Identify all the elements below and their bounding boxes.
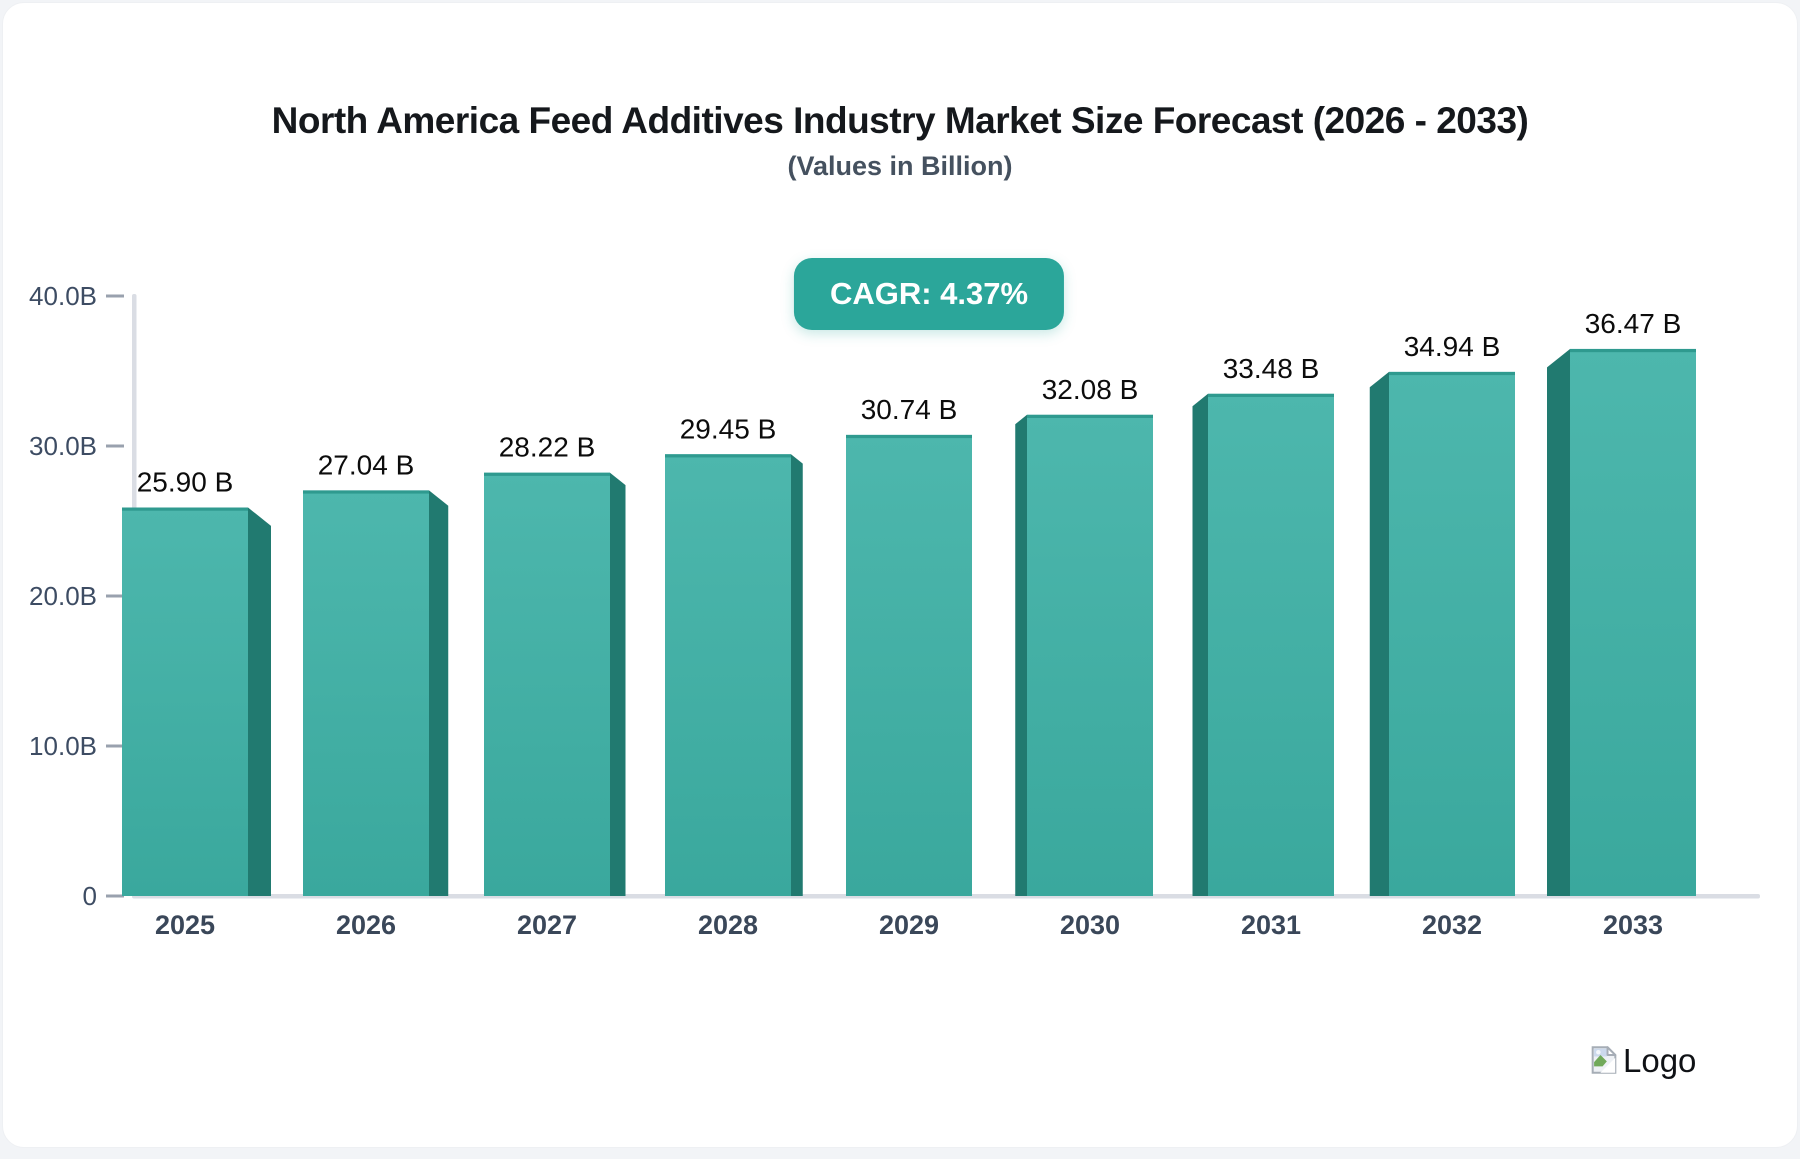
bar-side-face — [610, 472, 626, 896]
bar-side-face — [429, 490, 449, 896]
cagr-badge: CAGR: 4.37% — [793, 258, 1065, 330]
chart-subtitle: (Values in Billion) — [787, 151, 1013, 181]
x-axis-label-2033: 2033 — [1603, 910, 1663, 940]
bar-side-face — [1369, 371, 1389, 896]
bar-value-label: 34.94 B — [1404, 331, 1501, 362]
y-axis-tick-label: 0 — [83, 881, 97, 911]
bar-2027[interactable] — [484, 472, 610, 896]
x-axis-label-2025: 2025 — [155, 910, 215, 940]
bar-side-face — [1192, 393, 1208, 896]
bar-value-label: 29.45 B — [680, 413, 777, 444]
bar-value-label: 36.47 B — [1585, 308, 1682, 339]
x-axis-label-2030: 2030 — [1060, 910, 1120, 940]
y-axis-tick-label: 10.0B — [29, 731, 97, 761]
bar-top-edge — [122, 507, 248, 511]
labels-layer: 25.90 B 2025 27.04 B 2026 28.22 B 2027 29.45 B… — [137, 308, 1682, 940]
x-axis-label-2032: 2032 — [1422, 910, 1482, 940]
bar-value-label: 28.22 B — [499, 432, 596, 463]
bar-2030[interactable] — [1027, 414, 1153, 896]
chart-title: North America Feed Additives Industry Ma… — [271, 100, 1529, 141]
x-axis-label-2029: 2029 — [879, 910, 939, 940]
bar-2026[interactable] — [303, 490, 429, 896]
bar-side-face — [791, 454, 803, 896]
bar-2029[interactable] — [846, 434, 972, 896]
bar-top-edge — [1208, 393, 1334, 397]
bar-side-face — [1015, 414, 1027, 896]
bar-chart-canvas: 40.0B 30.0B 20.0B 10.0B 0 25.90 B 2025 27.04 B… — [29, 281, 1760, 940]
bar-top-edge — [1027, 414, 1153, 418]
bar-2033[interactable] — [1570, 348, 1696, 896]
x-axis-label-2028: 2028 — [698, 910, 758, 940]
broken-image-icon — [1591, 1046, 1617, 1074]
bars-layer — [122, 348, 1696, 897]
bar-value-label: 30.74 B — [861, 394, 958, 425]
bar-value-label: 27.04 B — [318, 449, 415, 480]
x-axis-label-2031: 2031 — [1241, 910, 1301, 940]
bar-top-edge — [665, 454, 791, 458]
bar-top-edge — [1389, 371, 1515, 376]
bar-top-edge — [303, 490, 429, 494]
bar-2031[interactable] — [1208, 393, 1334, 896]
x-axis-label-2027: 2027 — [517, 910, 577, 940]
bar-2028[interactable] — [665, 454, 791, 896]
bar-2032[interactable] — [1389, 371, 1515, 896]
bar-side-face — [1547, 348, 1570, 896]
logo-alt-text: Logo — [1623, 1041, 1697, 1079]
bar-2025[interactable] — [122, 507, 248, 897]
bar-value-label: 32.08 B — [1042, 374, 1139, 405]
bar-top-edge — [484, 472, 610, 476]
bar-side-face — [248, 507, 271, 896]
bar-value-label: 25.90 B — [137, 467, 234, 498]
x-axis-label-2026: 2026 — [336, 910, 396, 940]
y-axis-tick-label: 30.0B — [29, 431, 97, 461]
logo: Logo — [1587, 1043, 1696, 1077]
y-axis-tick-label: 40.0B — [29, 281, 97, 311]
y-axis-tick-label: 20.0B — [29, 581, 97, 611]
bar-top-edge — [1570, 348, 1696, 353]
bar-value-label: 33.48 B — [1223, 353, 1320, 384]
bar-top-edge — [846, 434, 972, 439]
